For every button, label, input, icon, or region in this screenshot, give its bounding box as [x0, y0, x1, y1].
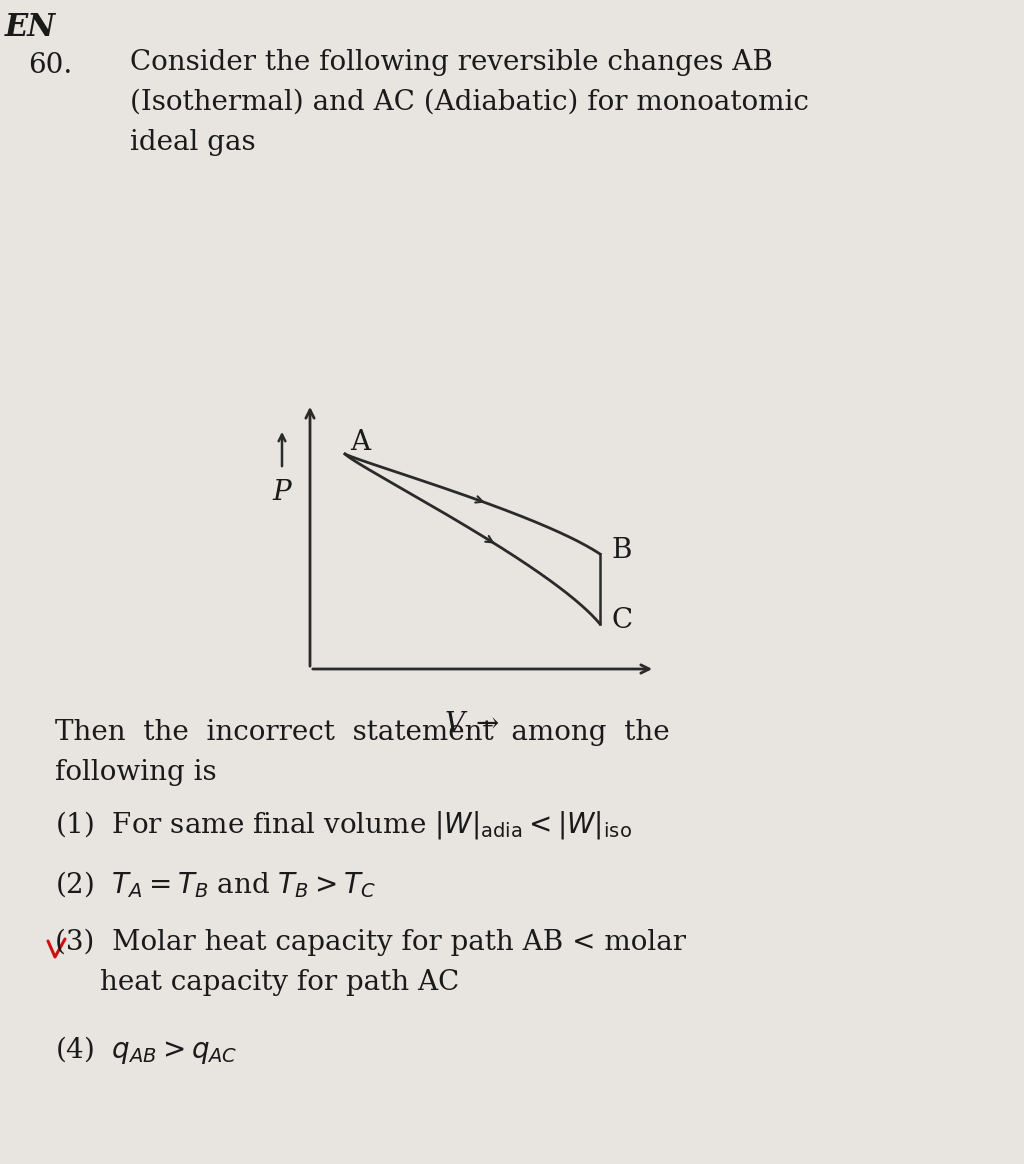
Text: (1)  For same final volume $|W|_{\mathrm{adia}} < |W|_{\mathrm{iso}}$: (1) For same final volume $|W|_{\mathrm{… [55, 809, 632, 842]
Text: (3)  Molar heat capacity for path AB < molar: (3) Molar heat capacity for path AB < mo… [55, 929, 686, 957]
Text: EN: EN [5, 12, 56, 43]
Text: A: A [350, 428, 370, 455]
Text: heat capacity for path AC: heat capacity for path AC [100, 968, 459, 996]
Text: ideal gas: ideal gas [130, 129, 256, 156]
Text: (Isothermal) and AC (Adiabatic) for monoatomic: (Isothermal) and AC (Adiabatic) for mono… [130, 88, 809, 116]
Text: (4)  $q_{AB} > q_{AC}$: (4) $q_{AB} > q_{AC}$ [55, 1034, 238, 1066]
Text: following is: following is [55, 759, 217, 786]
Text: (2)  $T_A = T_B$ and $T_B > T_C$: (2) $T_A = T_B$ and $T_B > T_C$ [55, 870, 376, 900]
Text: V: V [445, 711, 465, 738]
Text: P: P [272, 480, 291, 506]
Text: →: → [475, 711, 499, 738]
Text: Consider the following reversible changes AB: Consider the following reversible change… [130, 49, 773, 76]
Text: B: B [611, 537, 632, 563]
Text: C: C [611, 606, 633, 633]
Text: Then  the  incorrect  statement  among  the: Then the incorrect statement among the [55, 719, 670, 746]
Text: 60.: 60. [28, 52, 73, 79]
